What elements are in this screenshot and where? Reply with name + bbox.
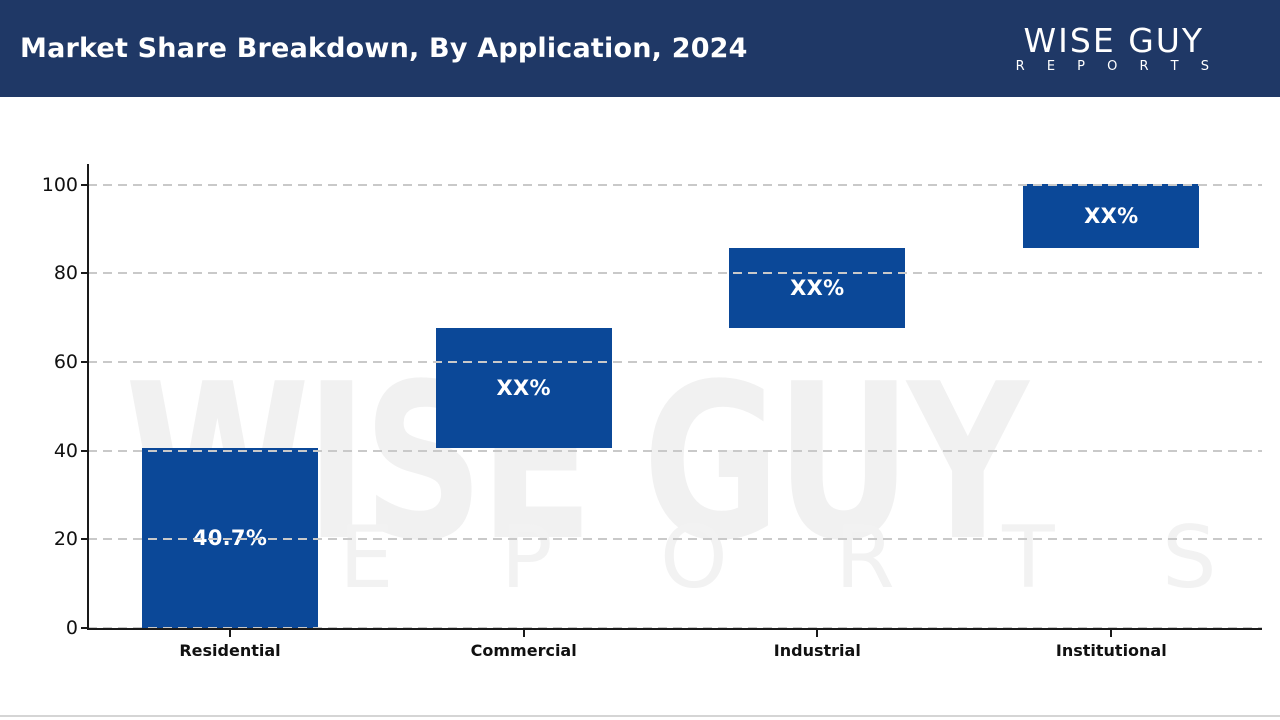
y-tick-mark	[81, 627, 88, 629]
x-category-label-industrial: Industrial	[773, 641, 861, 660]
x-category-label-commercial: Commercial	[470, 641, 577, 660]
x-tick-mark	[1110, 630, 1113, 637]
bar-value-label: XX%	[790, 276, 845, 301]
gridline-100	[88, 183, 1262, 186]
x-tick-mark	[522, 630, 525, 637]
x-category-label-residential: Residential	[179, 641, 281, 660]
wiseguy-face-icon	[1204, 8, 1266, 90]
app-header: Market Share Breakdown, By Application, …	[0, 0, 1280, 97]
bar-value-label: XX%	[496, 376, 551, 400]
y-tick-label: 80	[53, 262, 78, 285]
gridline-20	[88, 538, 1262, 541]
y-axis-line	[87, 164, 89, 630]
bar-value-label: 40.7%	[192, 525, 268, 550]
brand-name-text: WISE GUY	[1023, 20, 1205, 60]
y-tick-mark	[81, 449, 88, 452]
bar-value-label: XX%	[1084, 204, 1139, 229]
gridline-40	[88, 449, 1262, 452]
page-title: Market Share Breakdown, By Application, …	[20, 33, 748, 64]
y-tick-label: 60	[53, 351, 78, 374]
y-tick-label: 0	[65, 617, 78, 639]
y-tick-label: 100	[41, 173, 78, 196]
bar-institutional: XX%	[1023, 184, 1200, 248]
y-tick-mark	[81, 183, 88, 186]
x-tick-mark	[816, 630, 819, 637]
brand-reports-text: R E P O R T S	[1015, 59, 1218, 75]
bar-commercial: XX%	[435, 328, 612, 448]
bar-residential: 40.7%	[142, 447, 318, 628]
y-tick-mark	[81, 361, 88, 364]
y-tick-mark	[81, 538, 88, 541]
x-axis-line	[88, 628, 1262, 630]
watermark-face-icon	[884, 225, 1184, 615]
bottom-border	[0, 715, 1280, 717]
plot-area: WISE GUY R E P O R T S 40.7% XX% XX% XX% 0 20…	[0, 97, 1280, 720]
y-tick-label: 20	[53, 528, 78, 551]
gridline-80	[88, 272, 1262, 275]
brand-wordmark: WISE GUY R E P O R T S	[1010, 20, 1218, 75]
gridline-60	[88, 361, 1262, 364]
x-tick-mark	[229, 630, 231, 637]
y-tick-label: 40	[53, 439, 78, 462]
x-category-label-institutional: Institutional	[1055, 641, 1167, 660]
bar-industrial: XX%	[729, 247, 906, 329]
y-tick-mark	[81, 272, 88, 275]
brand-logo: WISE GUY R E P O R T S	[1010, 6, 1266, 92]
watermark-reports: R E P O R T S	[172, 508, 1257, 608]
